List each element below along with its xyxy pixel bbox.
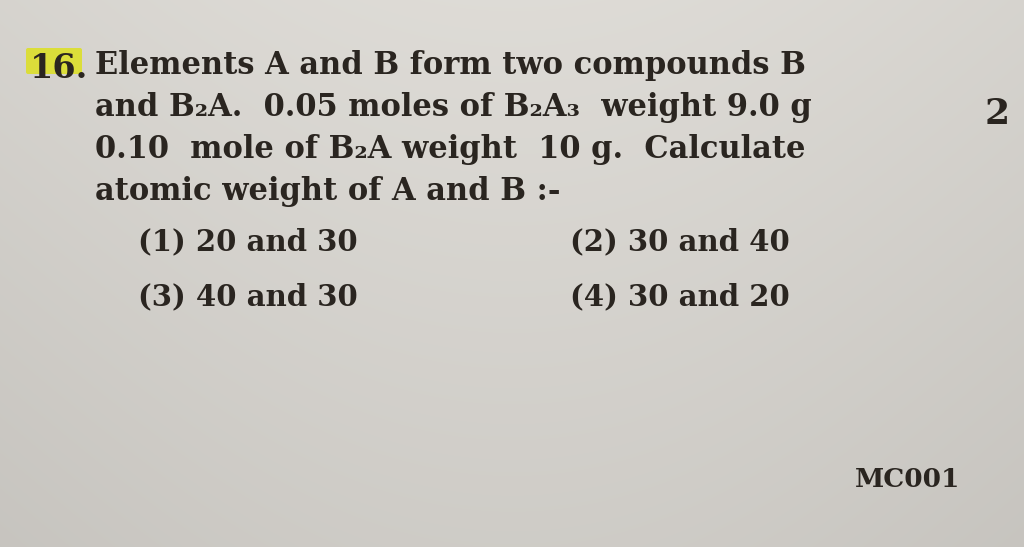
Text: atomic weight of A and B :-: atomic weight of A and B :-	[95, 176, 560, 207]
Text: and B₂A.  0.05 moles of B₂A₃  weight 9.0 g: and B₂A. 0.05 moles of B₂A₃ weight 9.0 g	[95, 92, 812, 123]
Text: 16.: 16.	[30, 52, 88, 85]
Text: 0.10  mole of B₂A weight  10 g.  Calculate: 0.10 mole of B₂A weight 10 g. Calculate	[95, 134, 806, 165]
Text: (1) 20 and 30: (1) 20 and 30	[138, 227, 357, 256]
Text: (3) 40 and 30: (3) 40 and 30	[138, 282, 357, 311]
Text: MC001: MC001	[855, 467, 961, 492]
Text: 2: 2	[985, 97, 1010, 131]
FancyBboxPatch shape	[26, 48, 82, 74]
Text: Elements A and B form two compounds B: Elements A and B form two compounds B	[95, 50, 806, 81]
Text: (4) 30 and 20: (4) 30 and 20	[570, 282, 790, 311]
Text: (2) 30 and 40: (2) 30 and 40	[570, 227, 790, 256]
